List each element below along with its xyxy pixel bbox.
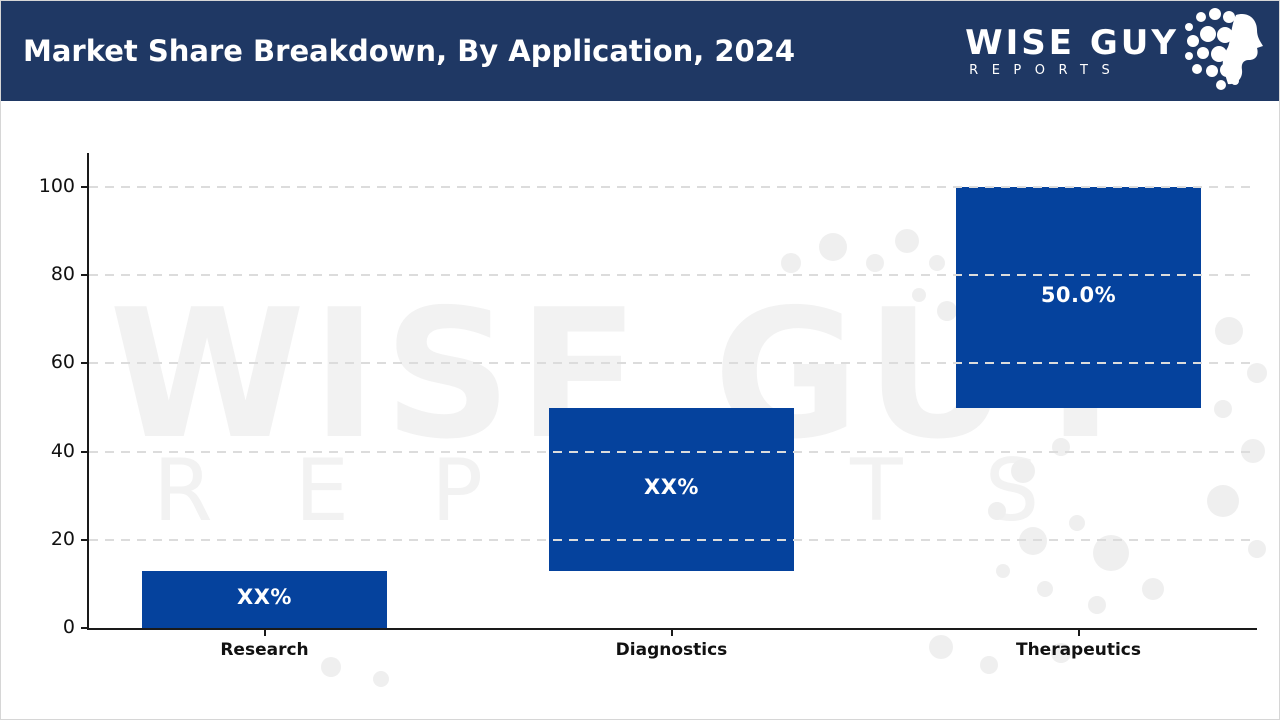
y-tick-mark <box>81 362 89 365</box>
bar-value-label: XX% <box>237 585 292 610</box>
bar-value-label: 50.0% <box>1040 283 1117 308</box>
header-bar: Market Share Breakdown, By Application, … <box>1 1 1279 101</box>
y-axis-line <box>87 153 89 630</box>
y-tick-label: 40 <box>50 439 75 462</box>
y-tick-mark <box>81 627 89 629</box>
x-category-label: Therapeutics <box>1015 640 1142 660</box>
gridline-y40 <box>89 450 1257 453</box>
gridline-y60 <box>89 362 1257 365</box>
y-tick-label: 0 <box>62 616 75 638</box>
y-tick-mark <box>81 538 89 541</box>
gridline-y20 <box>89 538 1257 541</box>
x-category-label: Research <box>220 640 309 660</box>
brand-subtitle: REPORTS <box>969 62 1124 78</box>
y-tick-label: 100 <box>38 175 75 197</box>
bar-research <box>142 570 387 628</box>
y-tick-mark <box>81 186 89 188</box>
brand-name: WISE GUY <box>965 22 1179 63</box>
x-tick-mark <box>263 628 266 636</box>
x-tick-mark <box>1077 628 1080 636</box>
x-axis-line <box>87 628 1257 630</box>
y-tick-mark <box>81 450 89 453</box>
y-tick-label: 60 <box>50 351 75 374</box>
gridline-y80 <box>89 274 1257 277</box>
gridline-y100 <box>89 186 1257 188</box>
bar-value-label: XX% <box>644 475 699 500</box>
x-tick-mark <box>670 628 673 636</box>
logo-face-icon <box>1185 8 1263 90</box>
y-tick-label: 80 <box>50 263 75 286</box>
x-category-label: Diagnostics <box>615 640 728 660</box>
brand-logo-text: WISE GUY REPORTS <box>965 25 1179 78</box>
chart-title: Market Share Breakdown, By Application, … <box>23 34 796 68</box>
y-tick-label: 20 <box>50 527 75 550</box>
brand-logo: WISE GUY REPORTS <box>965 7 1279 95</box>
y-tick-mark <box>81 274 89 277</box>
bar-diagnostics <box>549 407 794 571</box>
